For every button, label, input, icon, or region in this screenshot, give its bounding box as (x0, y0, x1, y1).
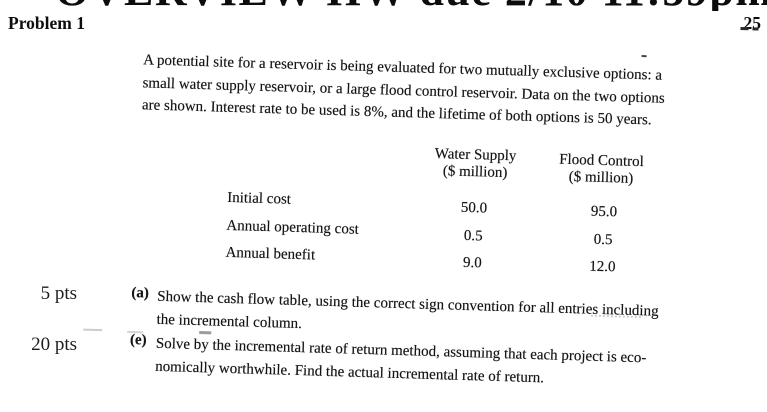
scan-artifact (199, 331, 212, 335)
column-unit: ($ million) (568, 168, 634, 187)
cell-annual-benefit-flood-control: 12.0 (588, 258, 616, 276)
cell-annual-benefit-water-supply: 9.0 (462, 254, 483, 272)
problem-title: Problem 1 (8, 13, 85, 33)
part-e-letter: (e) (129, 332, 147, 349)
row-label-annual-operating-cost: Annual operating cost (226, 217, 360, 238)
cell-operating-cost-water-supply: 0.5 (463, 227, 483, 245)
column-unit: ($ million) (442, 162, 508, 181)
scan-artifact (641, 55, 647, 58)
scan-artifact (740, 26, 749, 31)
row-label-annual-benefit: Annual benefit (225, 244, 316, 264)
part-e-points: 20 pts (31, 334, 77, 355)
part-a-points: 5 pts (40, 283, 77, 304)
column-header-flood-control: Flood Control ($ million) (532, 151, 671, 188)
scan-artifact (83, 328, 103, 332)
cell-initial-cost-water-supply: 50.0 (460, 199, 488, 217)
row-label-initial-cost: Initial cost (226, 189, 292, 208)
scan-artifact (127, 330, 144, 334)
column-header-water-supply: Water Supply ($ million) (406, 145, 545, 182)
problem-statement: A potential site for a reservoir is bein… (142, 49, 666, 132)
scan-artifact (752, 27, 759, 31)
clipped-heading: OVERVIEW HW due 2/10 11:59pm (0, 0, 767, 11)
clipped-heading-text: OVERVIEW HW due 2/10 11:59pm (55, 0, 767, 11)
cell-initial-cost-flood-control: 95.0 (590, 203, 618, 221)
part-a-letter: (a) (131, 285, 150, 302)
cell-operating-cost-flood-control: 0.5 (593, 231, 613, 249)
